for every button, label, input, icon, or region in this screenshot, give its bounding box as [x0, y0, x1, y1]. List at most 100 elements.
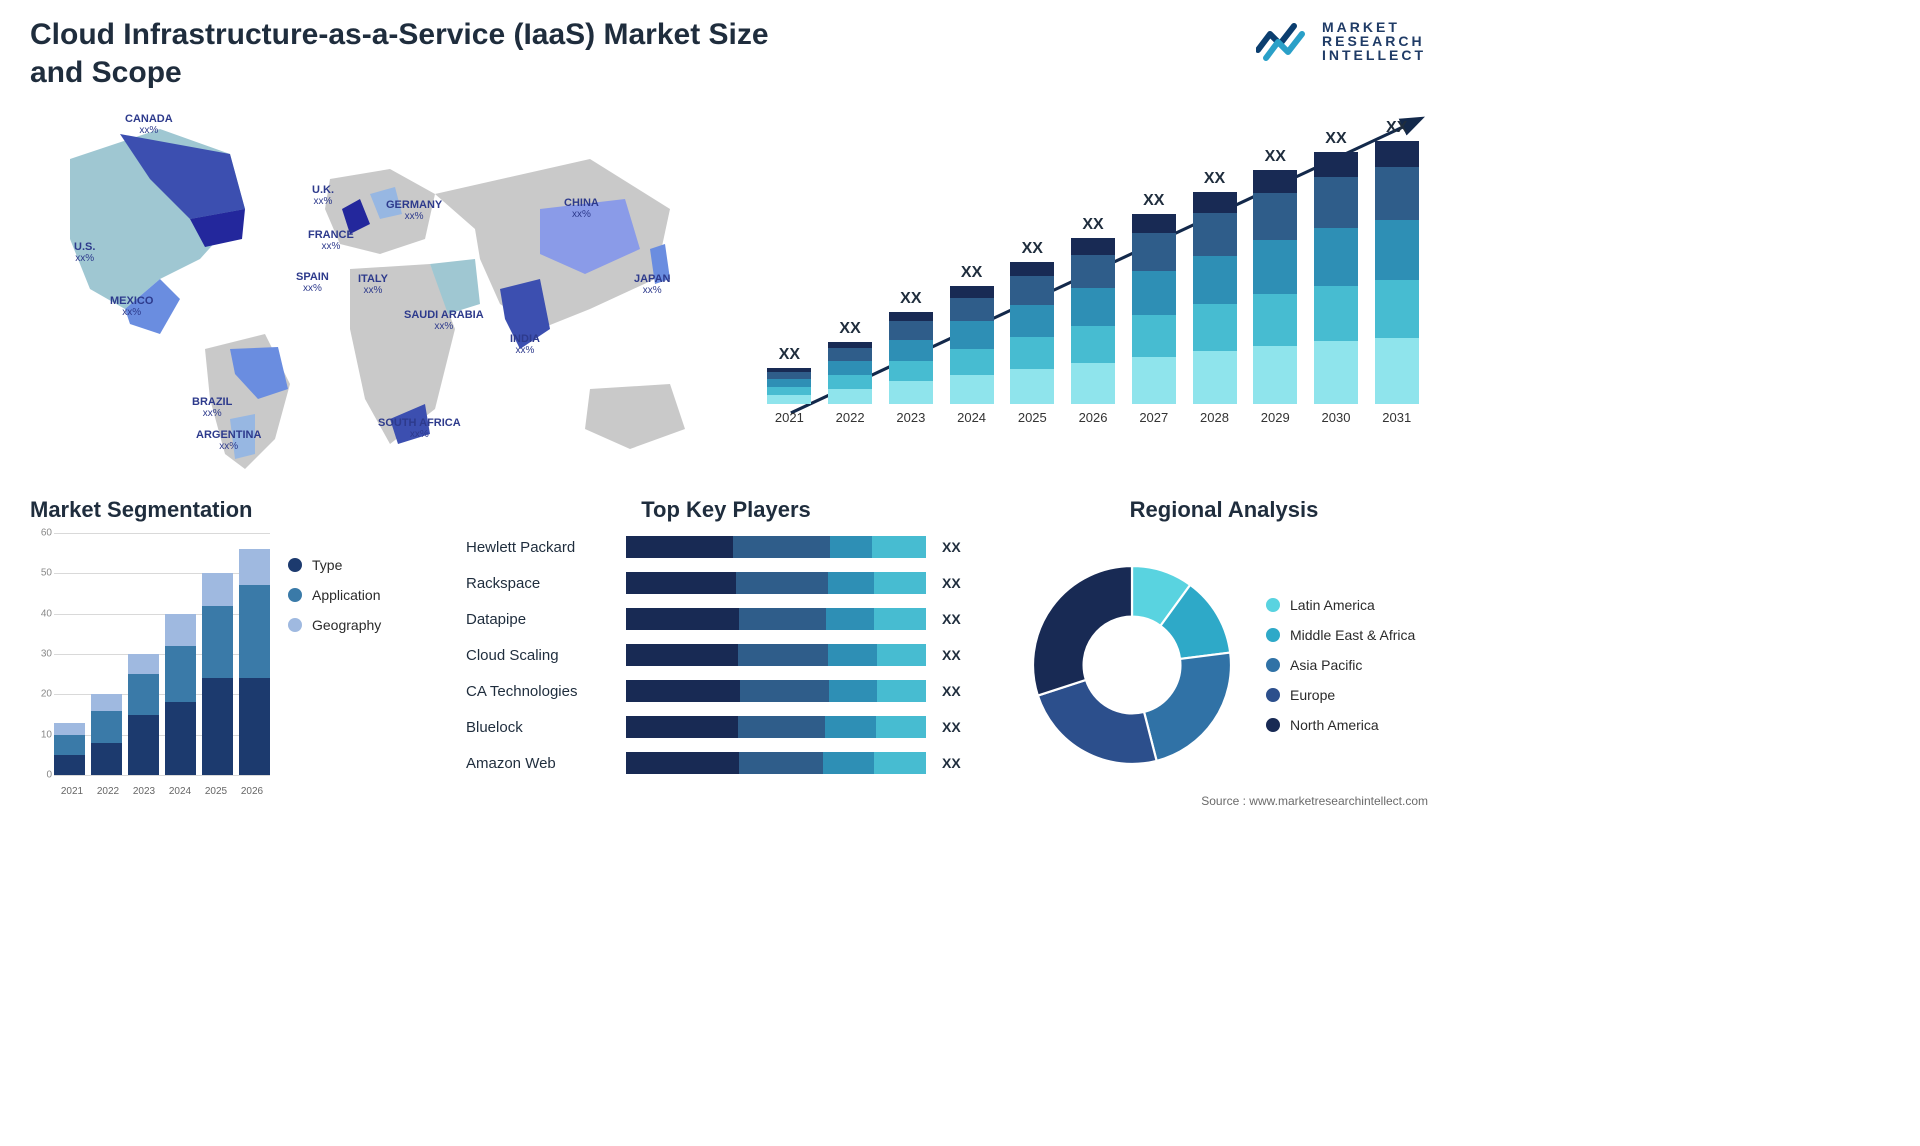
segmentation-title: Market Segmentation: [30, 497, 430, 523]
legend-label: Geography: [312, 617, 381, 633]
legend-item: Europe: [1266, 687, 1415, 703]
forecast-bar: XX2027: [1130, 119, 1177, 425]
seg-year-label: 2024: [162, 786, 198, 797]
country-label: U.K.xx%: [312, 184, 334, 207]
seg-year-label: 2025: [198, 786, 234, 797]
country-name: INDIA: [510, 333, 540, 345]
player-name: Cloud Scaling: [466, 647, 616, 664]
forecast-value-label: XX: [1386, 119, 1407, 137]
country-pct: xx%: [110, 307, 153, 318]
country-pct: xx%: [386, 211, 442, 222]
player-row: RackspaceXX: [466, 569, 986, 597]
players-title: Top Key Players: [466, 497, 986, 523]
country-name: ARGENTINA: [196, 429, 261, 441]
country-name: FRANCE: [308, 229, 354, 241]
forecast-bar: XX2029: [1252, 119, 1299, 425]
players-list: Hewlett PackardXXRackspaceXXDatapipeXXCl…: [466, 533, 986, 777]
forecast-bar: XX2028: [1191, 119, 1238, 425]
forecast-bar: XX 2030: [1313, 119, 1360, 425]
country-pct: xx%: [125, 125, 173, 136]
seg-ytick: 10: [30, 729, 52, 740]
player-name: Datapipe: [466, 611, 616, 628]
legend-item: North America: [1266, 717, 1415, 733]
country-label: SOUTH AFRICAxx%: [378, 417, 461, 440]
seg-year-label: 2026: [234, 786, 270, 797]
player-bar: [626, 680, 926, 702]
logo-line3: INTELLECT: [1322, 48, 1426, 62]
segmentation-panel: Market Segmentation 0102030405060 202120…: [30, 497, 430, 797]
forecast-value-label: XX: [1325, 130, 1346, 148]
seg-ytick: 40: [30, 608, 52, 619]
player-name: Rackspace: [466, 575, 616, 592]
country-label: SAUDI ARABIAxx%: [404, 309, 484, 332]
players-panel: Top Key Players Hewlett Packard XX Rackspa…: [466, 497, 986, 797]
regions-donut: [1022, 555, 1242, 775]
legend-label: Type: [312, 557, 342, 573]
player-row: BluelockXX: [466, 713, 986, 741]
header: Cloud Infrastructure-as-a-Service (IaaS)…: [30, 16, 1426, 91]
country-label: JAPANxx%: [634, 273, 670, 296]
page-title: Cloud Infrastructure-as-a-Service (IaaS)…: [30, 16, 810, 91]
player-bar: [626, 716, 926, 738]
seg-bar: [202, 533, 233, 775]
footer-source: Source : www.marketresearchintellect.com: [1201, 794, 1428, 808]
legend-dot-icon: [1266, 718, 1280, 732]
legend-item: Middle East & Africa: [1266, 627, 1415, 643]
country-name: SAUDI ARABIA: [404, 309, 484, 321]
country-name: CHINA: [564, 197, 599, 209]
legend-label: Europe: [1290, 687, 1335, 703]
regions-legend: Latin AmericaMiddle East & AfricaAsia Pa…: [1266, 597, 1415, 733]
legend-item: Application: [288, 587, 381, 603]
country-name: BRAZIL: [192, 396, 232, 408]
regions-title: Regional Analysis: [1022, 497, 1426, 523]
country-name: SPAIN: [296, 271, 329, 283]
forecast-year-label: 2024: [957, 410, 986, 425]
seg-ytick: 60: [30, 528, 52, 539]
segmentation-legend: Type Application Geography: [288, 533, 381, 797]
country-label: INDIAxx%: [510, 333, 540, 356]
seg-year-label: 2021: [54, 786, 90, 797]
logo-line2: RESEARCH: [1322, 34, 1426, 48]
legend-dot-icon: [1266, 598, 1280, 612]
player-value-label: XX: [942, 539, 961, 555]
seg-ytick: 50: [30, 568, 52, 579]
legend-dot-icon: [288, 558, 302, 572]
logo-text: MARKET RESEARCH INTELLECT: [1322, 20, 1426, 62]
country-name: U.S.: [74, 241, 95, 253]
world-map: CANADAxx%U.S.xx%MEXICOxx%BRAZILxx%ARGENT…: [30, 99, 730, 479]
forecast-year-label: 2025: [1018, 410, 1047, 425]
legend-label: Application: [312, 587, 381, 603]
player-bar: [626, 752, 926, 774]
country-pct: xx%: [308, 241, 354, 252]
country-name: U.K.: [312, 184, 334, 196]
player-value-label: XX: [942, 719, 961, 735]
legend-dot-icon: [288, 618, 302, 632]
country-pct: xx%: [358, 285, 388, 296]
player-name: Hewlett Packard: [466, 539, 616, 556]
donut-slice: [1038, 680, 1157, 764]
top-row: CANADAxx%U.S.xx%MEXICOxx%BRAZILxx%ARGENT…: [30, 99, 1426, 479]
logo-icon: [1256, 20, 1312, 62]
forecast-year-label: 2028: [1200, 410, 1229, 425]
country-pct: xx%: [510, 345, 540, 356]
forecast-year-label: 2023: [896, 410, 925, 425]
seg-bar: [54, 533, 85, 775]
country-pct: xx%: [192, 408, 232, 419]
player-bar: [626, 536, 926, 558]
player-row: Amazon Web XX: [466, 749, 986, 777]
donut-slice: [1144, 653, 1231, 761]
player-name: Amazon Web: [466, 755, 616, 772]
country-label: U.S.xx%: [74, 241, 95, 264]
legend-label: Middle East & Africa: [1290, 627, 1415, 643]
country-pct: xx%: [404, 321, 484, 332]
forecast-value-label: XX: [961, 264, 982, 282]
forecast-value-label: XX: [1082, 216, 1103, 234]
legend-dot-icon: [288, 588, 302, 602]
country-label: SPAINxx%: [296, 271, 329, 294]
player-value-label: XX: [942, 647, 961, 663]
country-pct: xx%: [378, 429, 461, 440]
forecast-year-label: 2030: [1322, 410, 1351, 425]
country-name: MEXICO: [110, 295, 153, 307]
player-value-label: XX: [942, 755, 961, 771]
forecast-bar: XX2025: [1009, 119, 1056, 425]
